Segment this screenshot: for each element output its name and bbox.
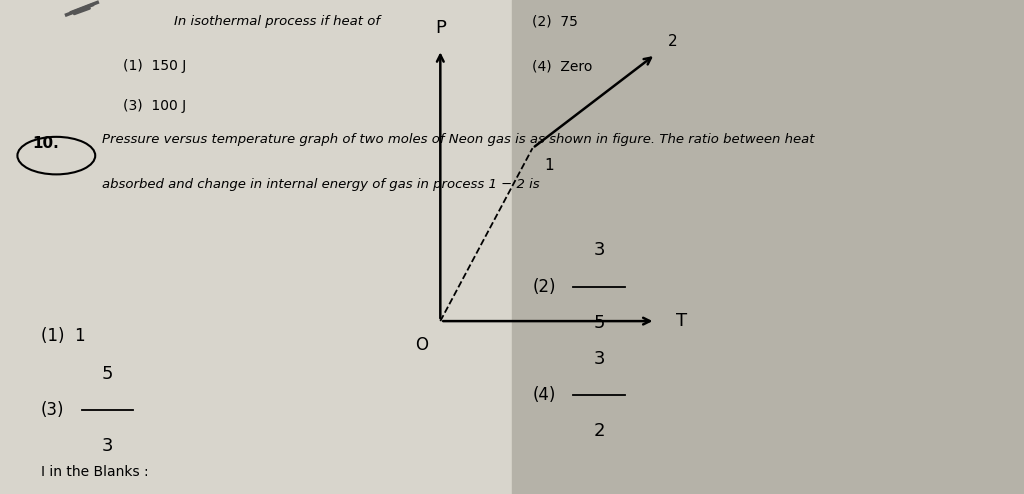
Text: In isothermal process if heat of: In isothermal process if heat of (174, 15, 380, 28)
Text: (3)  100 J: (3) 100 J (123, 99, 186, 113)
Text: 3: 3 (593, 350, 605, 368)
Text: 3: 3 (593, 242, 605, 259)
Text: (2): (2) (532, 278, 556, 295)
Text: absorbed and change in internal energy of gas in process 1 − 2 is: absorbed and change in internal energy o… (102, 178, 540, 191)
Text: T: T (676, 312, 687, 330)
Text: 2: 2 (593, 422, 605, 440)
Text: (4): (4) (532, 386, 556, 404)
Text: O: O (416, 336, 428, 354)
Text: (1)  1: (1) 1 (41, 327, 86, 345)
Text: 2: 2 (668, 35, 677, 49)
Text: I in the Blanks :: I in the Blanks : (41, 465, 148, 479)
Text: 1: 1 (545, 158, 554, 173)
Text: 10.: 10. (33, 136, 59, 151)
Text: 3: 3 (101, 437, 114, 455)
Text: (2)  75: (2) 75 (532, 15, 579, 29)
Text: Pressure versus temperature graph of two moles of Neon gas is as shown in figure: Pressure versus temperature graph of two… (102, 133, 815, 146)
Text: 5: 5 (101, 365, 114, 383)
Text: (1)  150 J: (1) 150 J (123, 59, 186, 73)
Text: (4)  Zero: (4) Zero (532, 59, 593, 73)
Text: P: P (435, 19, 445, 37)
Text: 5: 5 (593, 314, 605, 331)
Text: (3): (3) (41, 401, 65, 419)
